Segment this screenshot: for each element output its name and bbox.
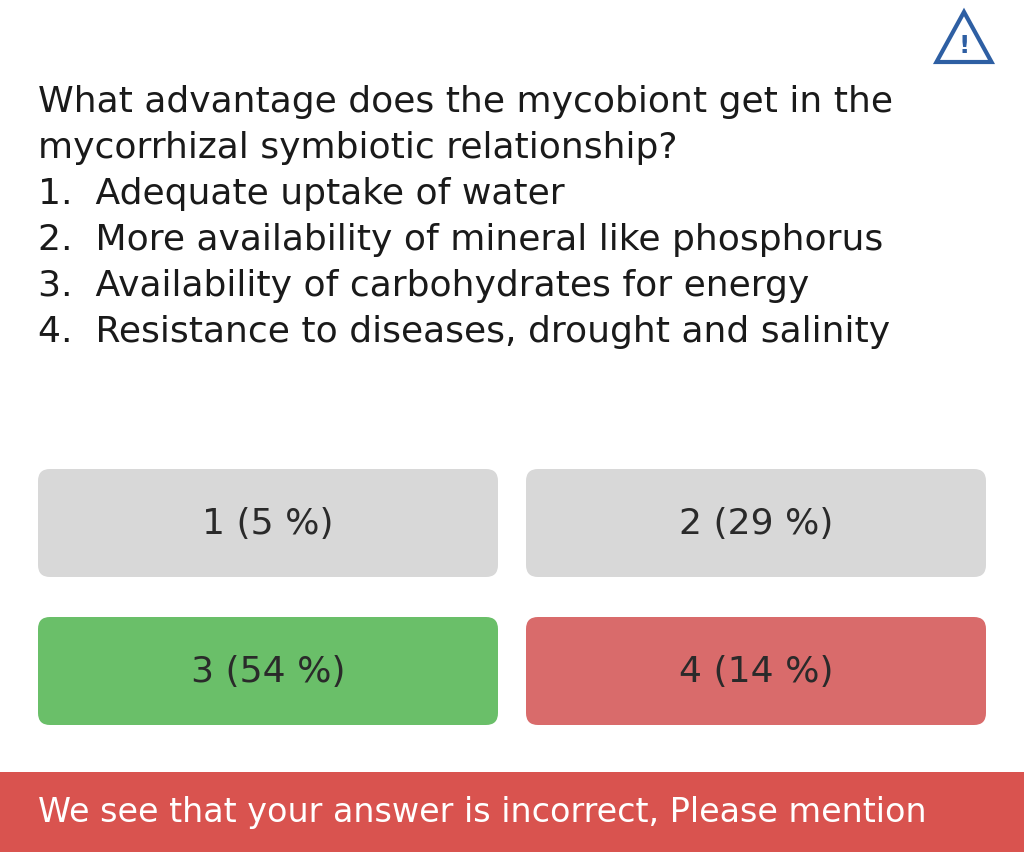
- Text: !: !: [958, 34, 970, 58]
- Text: 2.  More availability of mineral like phosphorus: 2. More availability of mineral like pho…: [38, 222, 884, 256]
- Text: 1.  Adequate uptake of water: 1. Adequate uptake of water: [38, 177, 564, 210]
- FancyBboxPatch shape: [38, 469, 498, 578]
- Text: mycorrhizal symbiotic relationship?: mycorrhizal symbiotic relationship?: [38, 131, 678, 164]
- Text: 3 (54 %): 3 (54 %): [190, 654, 345, 688]
- FancyBboxPatch shape: [526, 469, 986, 578]
- Text: 2 (29 %): 2 (29 %): [679, 506, 834, 540]
- Bar: [0, 772, 1024, 852]
- FancyBboxPatch shape: [526, 618, 986, 725]
- Text: 3.  Availability of carbohydrates for energy: 3. Availability of carbohydrates for ene…: [38, 268, 809, 302]
- Text: 1 (5 %): 1 (5 %): [203, 506, 334, 540]
- Text: 4.  Resistance to diseases, drought and salinity: 4. Resistance to diseases, drought and s…: [38, 314, 890, 348]
- Text: We see that your answer is incorrect, Please mention: We see that your answer is incorrect, Pl…: [38, 796, 927, 828]
- FancyBboxPatch shape: [38, 618, 498, 725]
- Text: 4 (14 %): 4 (14 %): [679, 654, 834, 688]
- Text: What advantage does the mycobiont get in the: What advantage does the mycobiont get in…: [38, 85, 893, 119]
